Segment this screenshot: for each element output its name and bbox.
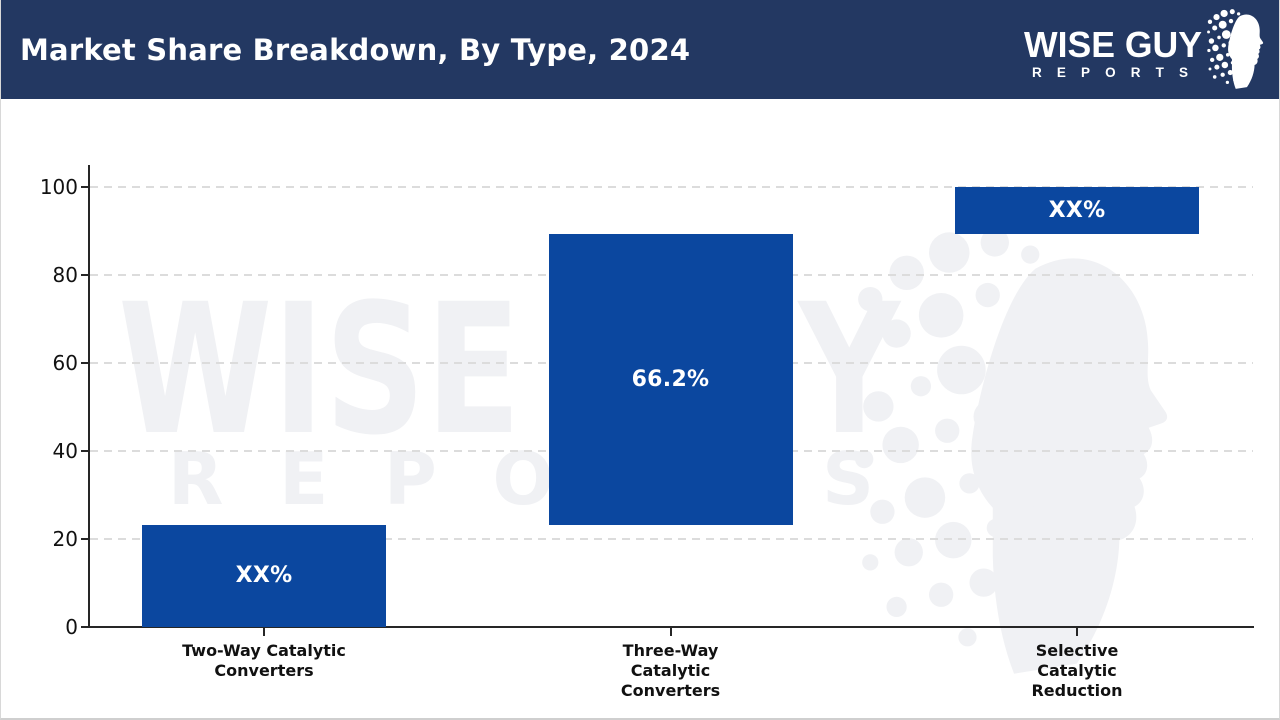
y-axis-line [88, 165, 90, 628]
gridline-20 [90, 538, 1253, 540]
y-tick-label-100: 100 [39, 175, 78, 199]
y-tick-20 [81, 538, 89, 540]
y-tick-label-60: 60 [52, 351, 78, 375]
bar-value-label: XX% [1048, 197, 1106, 223]
gridline-100 [90, 186, 1253, 188]
x-tick-2 [1076, 628, 1078, 636]
wiseguy-logo: WISE GUY REPORTS [1024, 9, 1264, 89]
y-tick-80 [81, 274, 89, 276]
logo-reports: REPORTS [1032, 65, 1188, 80]
bar-segment: XX% [142, 524, 386, 627]
y-tick-0 [81, 626, 89, 628]
x-category-label: Selective Catalytic Reduction [1031, 641, 1123, 700]
bar-segment: 66.2% [548, 233, 793, 525]
bar-segment: XX% [955, 187, 1199, 234]
logo-head-icon [1207, 9, 1264, 89]
y-tick-40 [81, 450, 89, 452]
y-tick-100 [81, 186, 89, 188]
x-tick-1 [669, 628, 672, 636]
logo-wordmark: WISE GUY [1024, 24, 1202, 65]
x-axis-line [88, 626, 1254, 628]
y-tick-label-20: 20 [52, 527, 78, 551]
x-tick-0 [263, 628, 265, 636]
x-category-label: Two-Way Catalytic Converters [182, 641, 346, 680]
bar-value-label: 66.2% [631, 366, 710, 392]
bar-value-label: XX% [235, 563, 293, 589]
y-tick-label-80: 80 [52, 263, 78, 287]
y-tick-label-40: 40 [52, 439, 78, 463]
x-category-label: Three-Way Catalytic Converters [620, 641, 721, 700]
y-tick-label-0: 0 [65, 615, 78, 639]
header-bar: Market Share Breakdown, By Type, 2024 WI… [0, 0, 1280, 99]
page-title: Market Share Breakdown, By Type, 2024 [20, 32, 691, 67]
y-tick-60 [81, 362, 89, 364]
